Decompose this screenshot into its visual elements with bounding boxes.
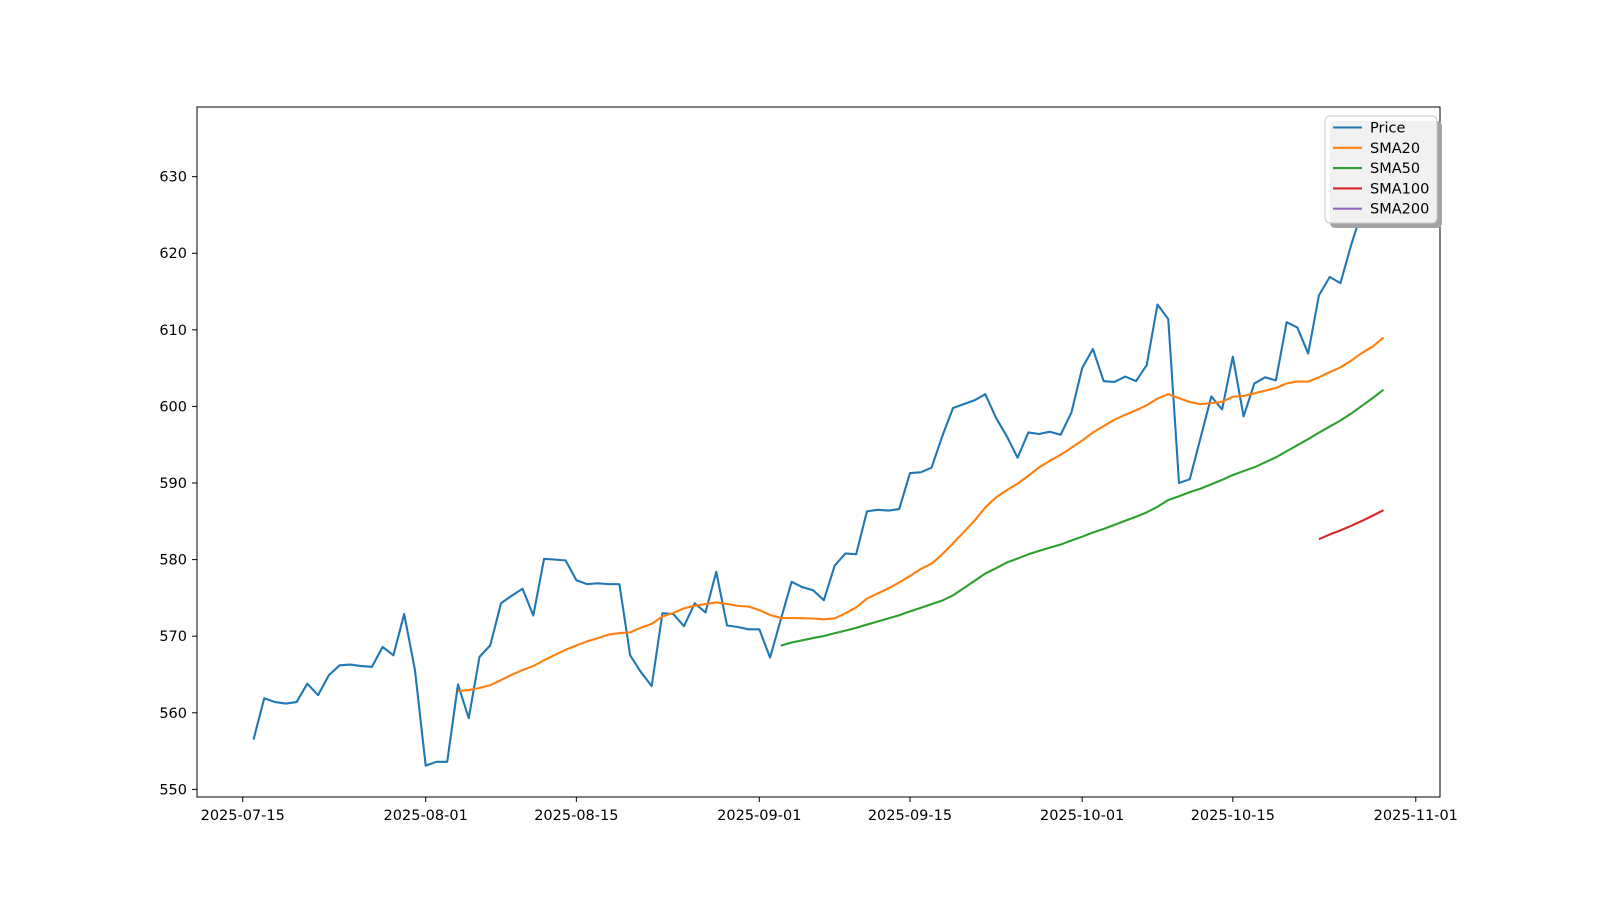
legend-box — [1324, 115, 1438, 224]
sma100-line — [1318, 509, 1384, 541]
y-tick-label: 610 — [159, 323, 187, 339]
legend-label-sma100: SMA100 — [1370, 181, 1429, 197]
y-tick-label: 630 — [159, 170, 187, 186]
legend-label-sma20: SMA20 — [1370, 141, 1420, 157]
y-tick-label: 600 — [159, 399, 187, 415]
x-tick-label: 2025-08-15 — [534, 808, 618, 824]
legend-label-sma50: SMA50 — [1370, 161, 1420, 177]
x-tick-label: 2025-09-15 — [868, 808, 952, 824]
price-line — [252, 138, 1385, 767]
x-tick-label: 2025-10-15 — [1191, 808, 1275, 824]
y-tick-label: 580 — [159, 553, 187, 569]
axes-frame — [196, 106, 1441, 798]
y-tick-label: 550 — [159, 782, 187, 798]
legend-label-sma200: SMA200 — [1370, 202, 1429, 218]
y-tick-label: 620 — [159, 246, 187, 262]
y-tick-label: 590 — [159, 476, 187, 492]
x-tick-label: 2025-09-01 — [717, 808, 801, 824]
x-tick-label: 2025-08-01 — [384, 808, 468, 824]
sma20-line — [457, 336, 1385, 693]
x-tick-label: 2025-07-15 — [201, 808, 285, 824]
y-tick-label: 560 — [159, 706, 187, 722]
legend-label-price: Price — [1370, 121, 1405, 137]
x-tick-label: 2025-11-01 — [1374, 808, 1458, 824]
sma50-line — [780, 388, 1385, 647]
x-tick-label: 2025-10-01 — [1040, 808, 1124, 824]
y-tick-label: 570 — [159, 629, 187, 645]
